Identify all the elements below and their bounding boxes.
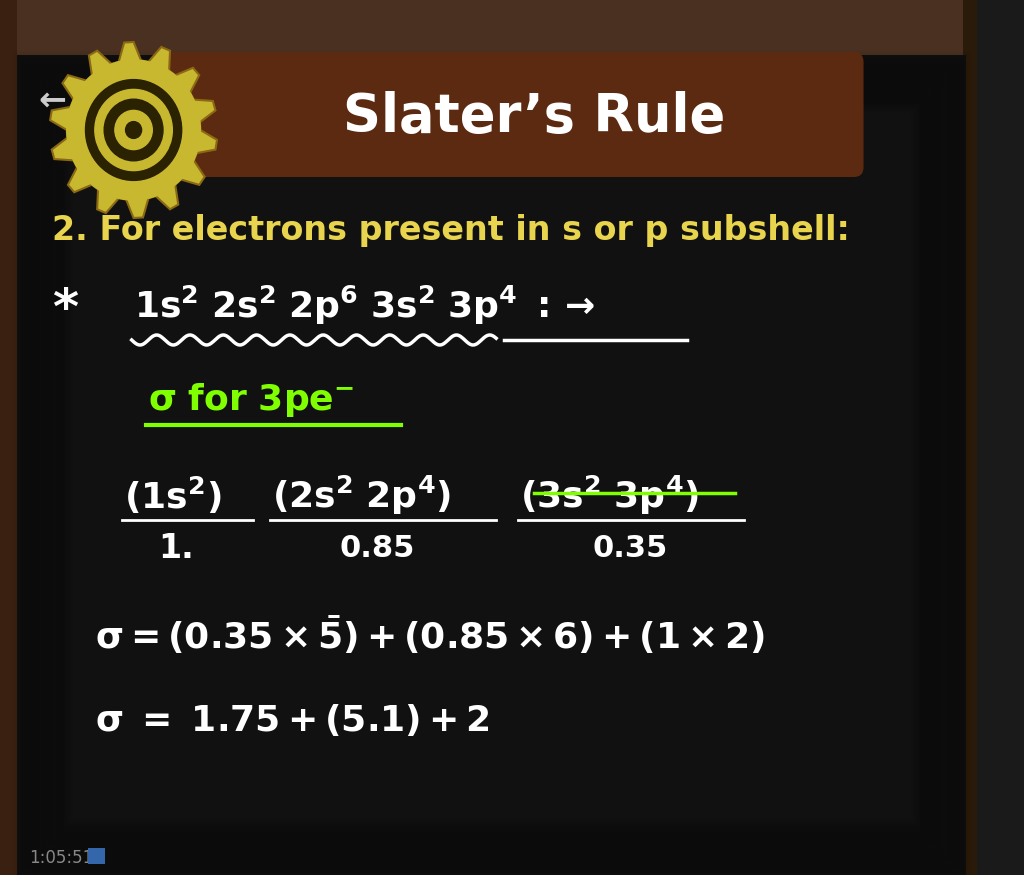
Circle shape	[85, 80, 181, 180]
Text: ←: ←	[38, 83, 67, 116]
FancyBboxPatch shape	[158, 52, 863, 177]
Text: 1:05:51: 1:05:51	[29, 849, 93, 867]
FancyBboxPatch shape	[87, 848, 105, 864]
Text: $\mathbf{(2s^{2}\ 2p^{4})}$: $\mathbf{(2s^{2}\ 2p^{4})}$	[272, 473, 452, 516]
Text: $\mathbf{(1s^{2})}$: $\mathbf{(1s^{2})}$	[124, 474, 221, 515]
Circle shape	[95, 89, 172, 171]
Text: $\mathbf{\sigma = (0.35\times\bar{5})+(0.85\times6)+(1\times2)}$: $\mathbf{\sigma = (0.35\times\bar{5})+(0…	[95, 613, 766, 656]
Polygon shape	[50, 42, 217, 218]
Text: *: *	[52, 286, 79, 334]
Circle shape	[104, 99, 163, 161]
Circle shape	[115, 110, 153, 150]
FancyBboxPatch shape	[16, 55, 966, 875]
Text: 1.: 1.	[159, 531, 195, 564]
Text: 0.85: 0.85	[339, 534, 415, 563]
Text: Slater’s Rule: Slater’s Rule	[343, 91, 725, 143]
Circle shape	[67, 60, 201, 200]
FancyBboxPatch shape	[0, 0, 17, 875]
Text: $\mathbf{(3s^{2}\ 3p^{4})}$: $\mathbf{(3s^{2}\ 3p^{4})}$	[520, 473, 699, 516]
Text: 0.35: 0.35	[592, 534, 668, 563]
Text: $\mathbf{\sigma\ for\ 3pe^{-}}$: $\mathbf{\sigma\ for\ 3pe^{-}}$	[147, 381, 354, 419]
Text: $\mathbf{1s^{2}\ 2s^{2}\ 2p^{6}\ 3s^{2}\ 3p^{4}\ :\rightarrow}$: $\mathbf{1s^{2}\ 2s^{2}\ 2p^{6}\ 3s^{2}\…	[133, 284, 595, 326]
Text: $\mathbf{\sigma\ =\ 1.75+(5.1)+2}$: $\mathbf{\sigma\ =\ 1.75+(5.1)+2}$	[95, 702, 490, 738]
Circle shape	[126, 122, 141, 138]
FancyBboxPatch shape	[964, 0, 977, 875]
FancyBboxPatch shape	[0, 0, 977, 60]
Text: 2. For electrons present in s or p subshell:: 2. For electrons present in s or p subsh…	[52, 214, 850, 247]
